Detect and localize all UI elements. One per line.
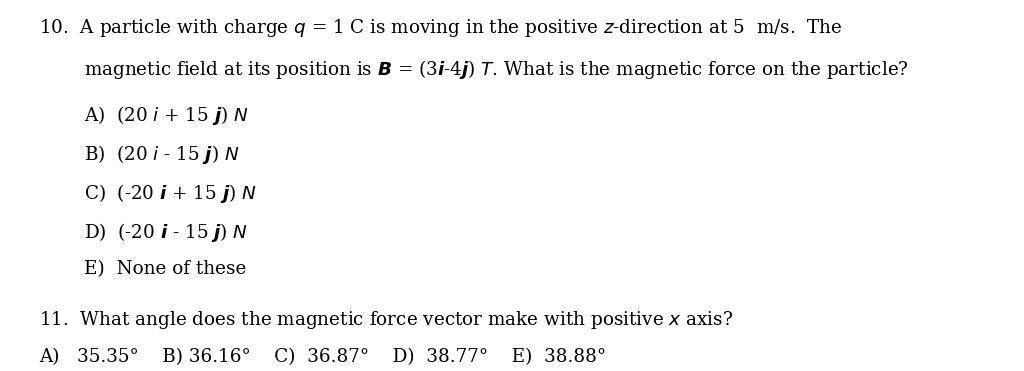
Text: magnetic field at its position is $\boldsymbol{B}$ = (3$\boldsymbol{i}$-4$\bolds: magnetic field at its position is $\bold… bbox=[84, 58, 909, 81]
Text: B)  (20 $i$ - 15 $\boldsymbol{j}$) $N$: B) (20 $i$ - 15 $\boldsymbol{j}$) $N$ bbox=[84, 143, 240, 166]
Text: A)   35.35°    B) 36.16°    C)  36.87°    D)  38.77°    E)  38.88°: A) 35.35° B) 36.16° C) 36.87° D) 38.77° … bbox=[39, 348, 606, 366]
Text: E)  None of these: E) None of these bbox=[84, 260, 247, 278]
Text: 11.  What angle does the magnetic force vector make with positive $x$ axis?: 11. What angle does the magnetic force v… bbox=[39, 309, 733, 331]
Text: D)  (-20 $\boldsymbol{i}$ - 15 $\boldsymbol{j}$) $N$: D) (-20 $\boldsymbol{i}$ - 15 $\boldsymb… bbox=[84, 221, 248, 244]
Text: C)  (-20 $\boldsymbol{i}$ + 15 $\boldsymbol{j}$) $N$: C) (-20 $\boldsymbol{i}$ + 15 $\boldsymb… bbox=[84, 182, 257, 205]
Text: 10.  A particle with charge $q$ = 1 C is moving in the positive $z$-direction at: 10. A particle with charge $q$ = 1 C is … bbox=[39, 17, 843, 39]
Text: A)  (20 $i$ + 15 $\boldsymbol{j}$) $N$: A) (20 $i$ + 15 $\boldsymbol{j}$) $N$ bbox=[84, 104, 249, 127]
